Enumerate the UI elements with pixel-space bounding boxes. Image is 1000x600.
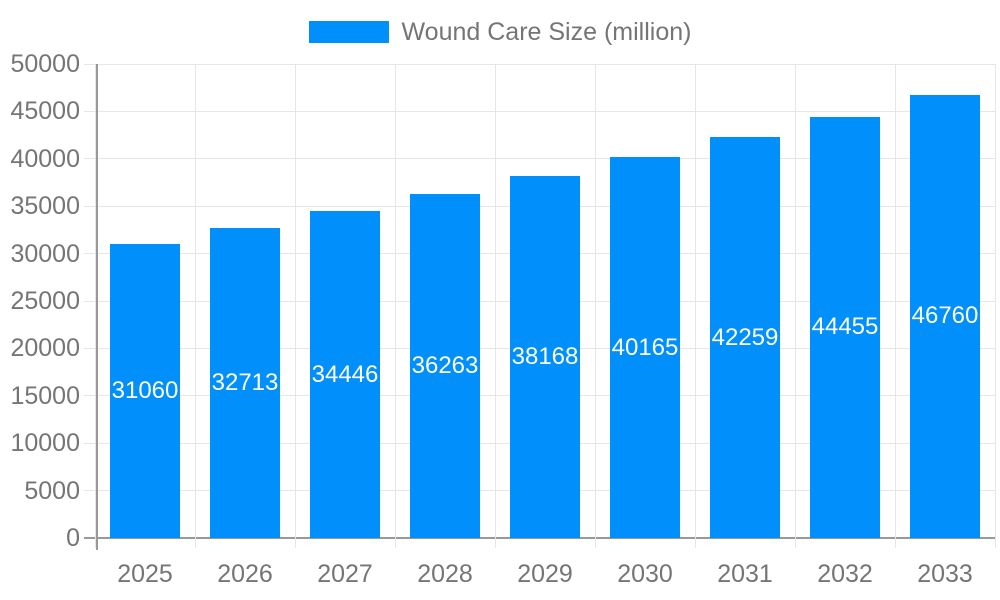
x-axis-tick-label: 2027 <box>317 560 373 588</box>
legend[interactable]: Wound Care Size (million) <box>0 18 1000 46</box>
x-axis-baseline <box>84 537 995 539</box>
y-axis-tick-label: 10000 <box>10 429 80 458</box>
bar-2028[interactable]: 36263 <box>410 194 480 538</box>
bar-value-label: 42259 <box>711 323 779 351</box>
x-axis-tick-label: 2032 <box>817 560 873 588</box>
x-axis-tick-label: 2029 <box>517 560 573 588</box>
x-axis-tick-label: 2028 <box>417 560 473 588</box>
bar-value-label: 38168 <box>511 343 579 371</box>
y-axis-tick-label: 45000 <box>10 97 80 126</box>
bar-2030[interactable]: 40165 <box>610 157 680 538</box>
y-axis-tick-label: 35000 <box>10 192 80 221</box>
y-axis-tick-label: 50000 <box>10 50 80 78</box>
v-gridline <box>395 64 396 548</box>
bar-value-label: 46760 <box>911 302 979 330</box>
v-gridline <box>895 64 896 548</box>
bar-2029[interactable]: 38168 <box>510 176 580 538</box>
y-axis-tick-label: 5000 <box>24 476 80 505</box>
v-gridline <box>695 64 696 548</box>
x-axis-tick-label: 2025 <box>117 560 173 588</box>
bar-2031[interactable]: 42259 <box>710 137 780 538</box>
bar-2025[interactable]: 31060 <box>110 243 180 538</box>
bar-value-label: 31060 <box>111 376 179 404</box>
y-axis-tick-label: 0 <box>66 524 80 552</box>
bar-2032[interactable]: 44455 <box>810 116 880 538</box>
y-axis-tick-label: 30000 <box>10 239 80 268</box>
y-axis-tick-label: 20000 <box>10 334 80 363</box>
v-gridline <box>95 64 96 548</box>
y-axis-tick-label: 25000 <box>10 287 80 315</box>
bar-value-label: 36263 <box>411 352 479 380</box>
bar-value-label: 40165 <box>611 333 679 361</box>
h-gridline <box>84 158 995 160</box>
bar-value-label: 32713 <box>211 368 279 396</box>
legend-swatch <box>308 21 389 43</box>
x-axis-tick-label: 2026 <box>217 560 273 588</box>
v-gridline <box>195 64 196 548</box>
y-axis-tick-label: 40000 <box>10 144 80 173</box>
bar-2027[interactable]: 34446 <box>310 211 380 538</box>
x-axis-tick-label: 2033 <box>917 560 973 588</box>
y-axis-tick-label: 15000 <box>10 381 80 410</box>
legend-label: Wound Care Size (million) <box>401 18 692 46</box>
bar-2026[interactable]: 32713 <box>210 227 280 538</box>
h-gridline <box>84 63 995 65</box>
x-axis-tick-label: 2030 <box>617 560 673 588</box>
y-axis-line <box>96 64 98 550</box>
v-gridline <box>295 64 296 548</box>
bar-2033[interactable]: 46760 <box>910 94 980 538</box>
bar-value-label: 44455 <box>811 313 879 341</box>
v-gridline <box>595 64 596 548</box>
v-gridline <box>995 64 996 548</box>
bar-value-label: 34446 <box>311 360 379 388</box>
v-gridline <box>795 64 796 548</box>
v-gridline <box>495 64 496 548</box>
x-axis-tick-label: 2031 <box>717 560 773 588</box>
h-gridline <box>84 110 995 112</box>
